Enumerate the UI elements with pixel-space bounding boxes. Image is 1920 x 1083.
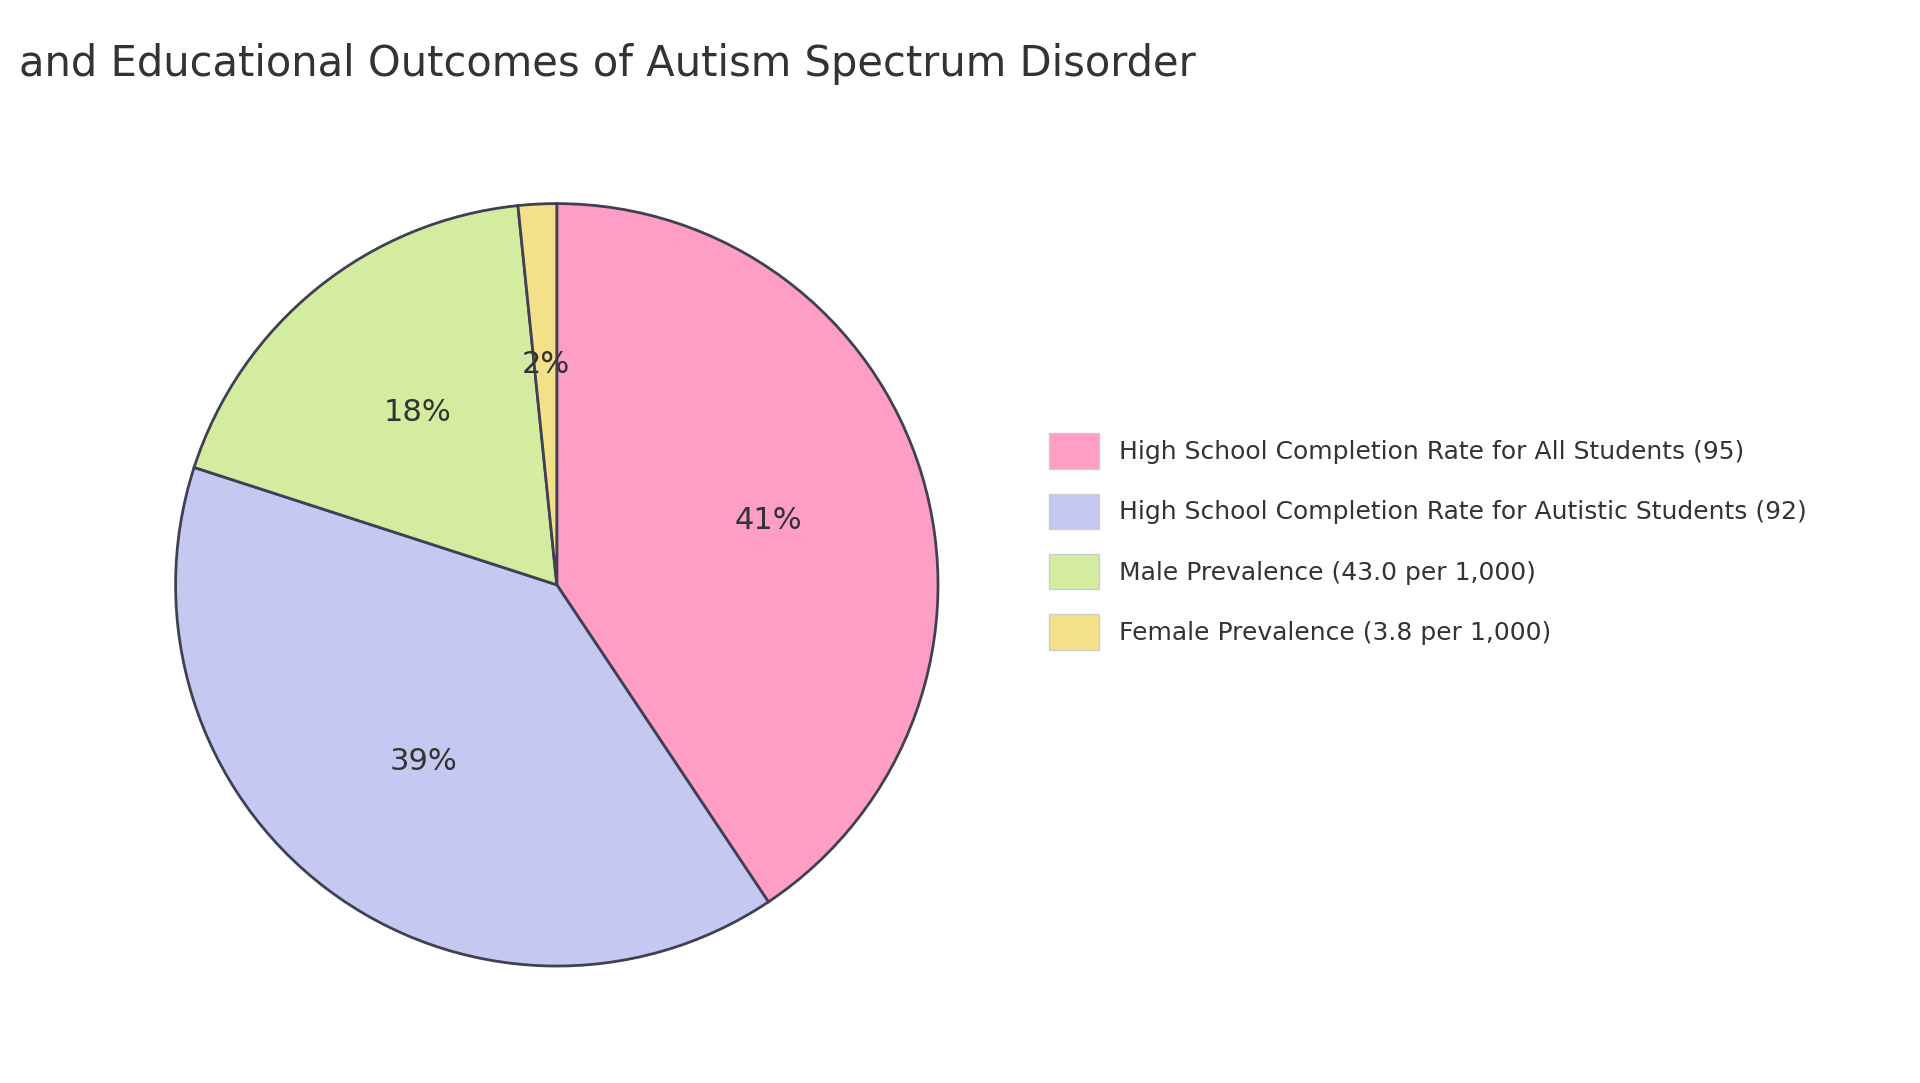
- Wedge shape: [175, 468, 768, 966]
- Text: 39%: 39%: [390, 746, 457, 775]
- Wedge shape: [518, 204, 557, 585]
- Wedge shape: [557, 204, 939, 902]
- Text: and Educational Outcomes of Autism Spectrum Disorder: and Educational Outcomes of Autism Spect…: [19, 43, 1196, 86]
- Wedge shape: [194, 206, 557, 585]
- Legend: High School Completion Rate for All Students (95), High School Completion Rate f: High School Completion Rate for All Stud…: [1050, 433, 1807, 650]
- Text: 18%: 18%: [384, 399, 451, 428]
- Text: 41%: 41%: [735, 506, 803, 535]
- Text: 2%: 2%: [522, 350, 570, 378]
